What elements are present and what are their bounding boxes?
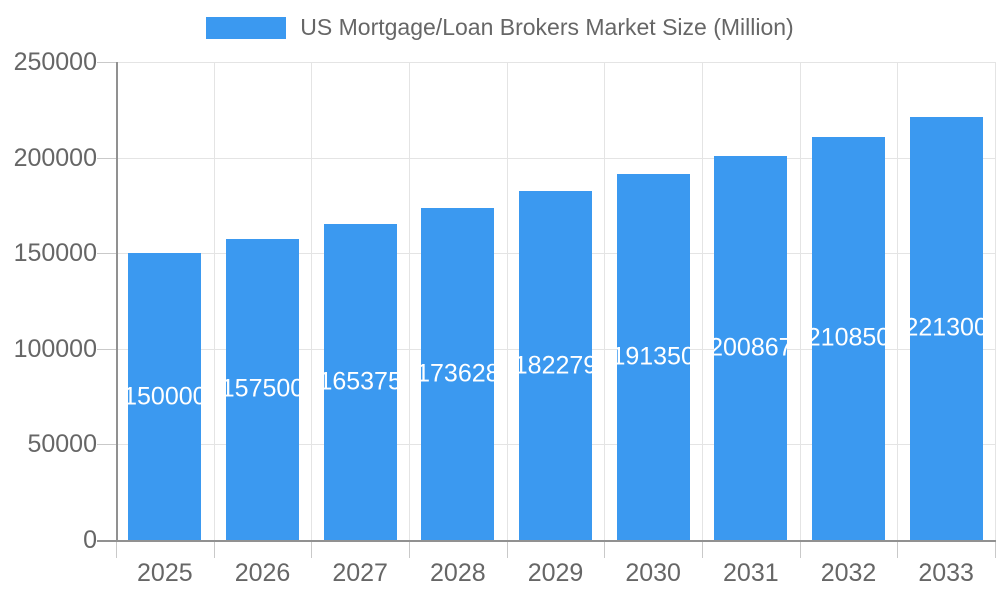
x-axis-label: 2030: [625, 559, 681, 587]
x-axis-tick: [604, 540, 606, 558]
y-axis-label: 50000: [27, 430, 97, 459]
gridline-vertical: [409, 62, 410, 540]
x-axis-label: 2031: [723, 559, 779, 587]
x-axis-tick: [409, 540, 410, 558]
x-axis-tick: [995, 540, 996, 558]
y-axis-line: [116, 62, 118, 542]
gridline-vertical: [995, 62, 996, 540]
bar-value-label: 210850: [812, 323, 885, 352]
x-axis-line: [97, 540, 996, 542]
y-axis-tick: [97, 348, 116, 350]
bar-value-label: 165375: [323, 367, 397, 396]
gridline-vertical: [213, 62, 215, 540]
gridline-vertical: [604, 62, 606, 540]
x-axis-label: 2032: [820, 559, 877, 587]
y-axis-tick: [97, 157, 116, 159]
y-axis-tick: [97, 62, 116, 63]
x-axis-tick: [213, 540, 215, 558]
y-axis-label: 100000: [13, 334, 97, 363]
bar-value-label: 221300: [909, 313, 983, 342]
legend-swatch[interactable]: [206, 16, 287, 39]
gridline-horizontal: [116, 157, 995, 159]
bar: 165375: [323, 223, 397, 540]
gridline-horizontal: [116, 62, 995, 63]
bar: 191350: [616, 174, 690, 540]
x-axis-label: 2027: [332, 559, 388, 587]
y-axis-label: 0: [83, 526, 97, 554]
bar-value-label: 200867: [714, 333, 788, 362]
gridline-vertical: [311, 62, 313, 540]
x-axis-tick: [702, 540, 703, 558]
bar: 221300: [909, 116, 983, 540]
x-axis-tick: [799, 540, 801, 558]
bar: 157500: [226, 238, 299, 540]
y-axis-label: 200000: [13, 143, 97, 172]
bar: 150000: [128, 253, 202, 540]
legend[interactable]: US Mortgage/Loan Brokers Market Size (Mi…: [0, 14, 1000, 41]
x-axis-tick: [897, 540, 899, 558]
bar: 200867: [714, 155, 788, 540]
x-axis-tick: [116, 540, 117, 558]
bar-value-label: 157500: [226, 374, 299, 403]
bar: 173628: [421, 208, 495, 540]
x-axis-label: 2025: [137, 559, 193, 587]
x-axis-label: 2026: [234, 559, 291, 587]
y-axis-tick: [97, 444, 116, 446]
x-axis-label: 2028: [430, 559, 486, 587]
bar: 210850: [812, 136, 885, 540]
gridline-vertical: [702, 62, 703, 540]
bar-value-label: 173628: [421, 359, 495, 388]
y-axis-label: 150000: [13, 239, 97, 268]
x-axis-label: 2029: [527, 559, 584, 587]
x-axis-tick: [506, 540, 508, 558]
y-axis-label: 250000: [13, 48, 97, 76]
gridline-vertical: [506, 62, 508, 540]
bar-value-label: 191350: [616, 342, 690, 371]
legend-label: US Mortgage/Loan Brokers Market Size (Mi…: [300, 14, 794, 40]
gridline-vertical: [799, 62, 801, 540]
y-axis-tick: [97, 253, 116, 255]
bar-value-label: 150000: [128, 382, 202, 411]
bar-value-label: 182279: [519, 351, 592, 380]
x-axis-tick: [311, 540, 313, 558]
gridline-vertical: [897, 62, 899, 540]
x-axis-label: 2033: [918, 559, 974, 587]
bar: 182279: [519, 191, 592, 540]
